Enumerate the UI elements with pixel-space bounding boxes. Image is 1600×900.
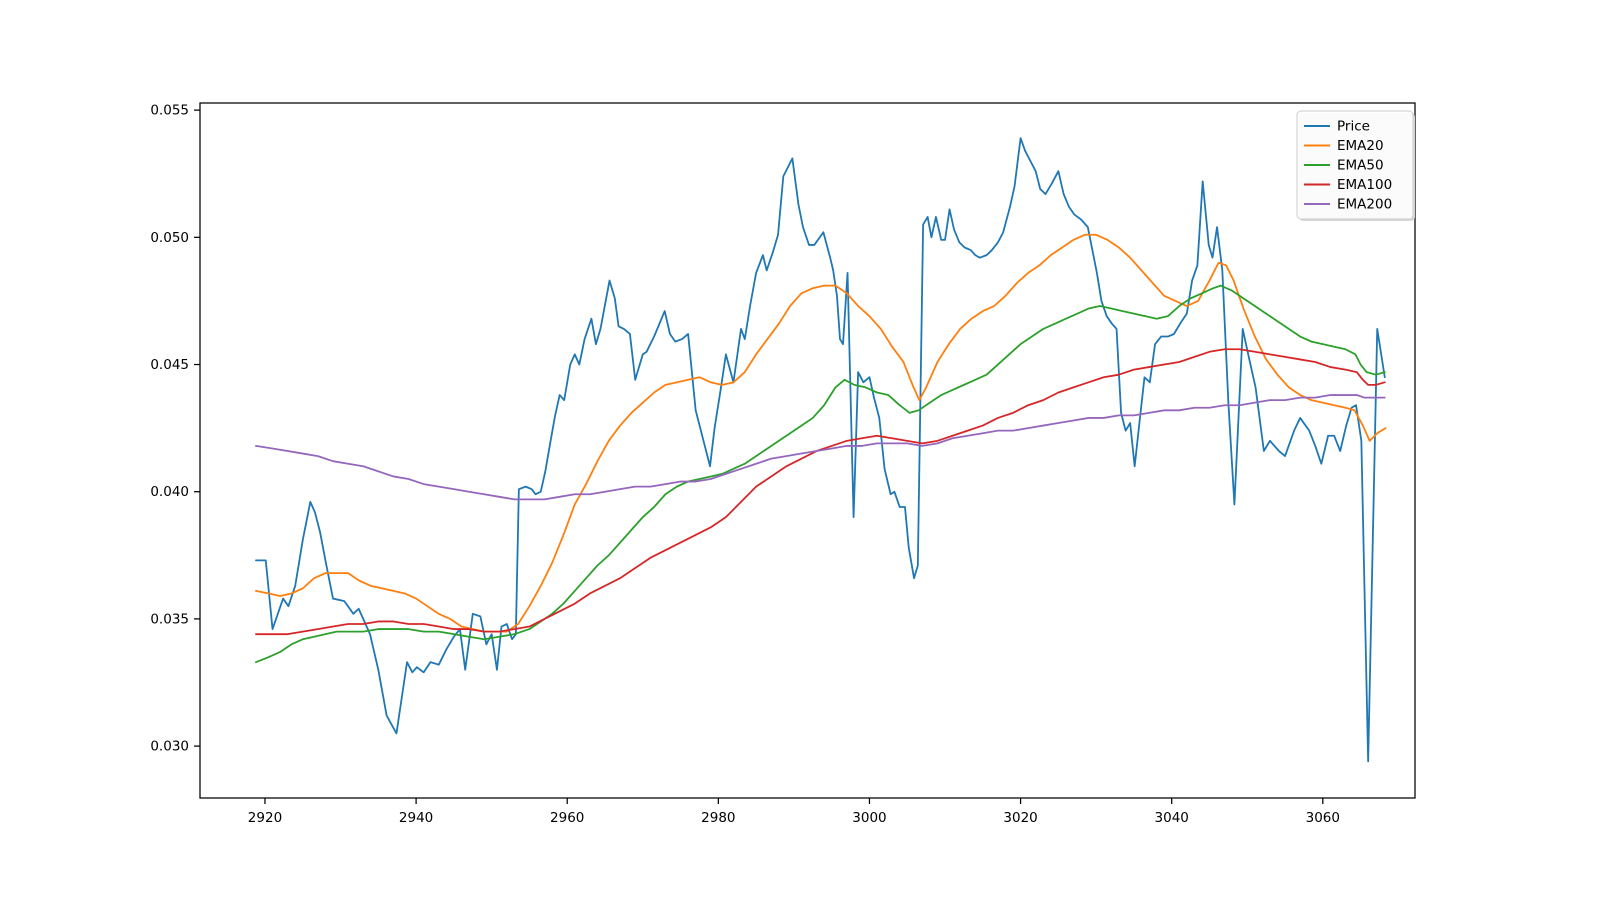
legend-label-ema200: EMA200 bbox=[1337, 197, 1392, 213]
ema20-line bbox=[255, 233, 1387, 633]
x-tick-label: 3060 bbox=[1306, 810, 1340, 826]
x-tick-label: 2960 bbox=[550, 810, 584, 826]
legend-box bbox=[1296, 110, 1414, 220]
ema100-line bbox=[255, 348, 1386, 636]
legend-label-price: Price bbox=[1337, 119, 1370, 135]
x-tick-label: 2940 bbox=[399, 810, 433, 826]
plot-area bbox=[199, 102, 1416, 799]
legend-label-ema50: EMA50 bbox=[1337, 158, 1384, 174]
legend-label-ema20: EMA20 bbox=[1337, 138, 1384, 154]
y-tick-label: 0.040 bbox=[150, 484, 189, 500]
legend-label-ema100: EMA100 bbox=[1337, 177, 1392, 193]
y-tick-label: 0.045 bbox=[150, 357, 189, 373]
x-tick-label: 2980 bbox=[701, 810, 735, 826]
x-tick-label: 3040 bbox=[1155, 810, 1189, 826]
x-tick-label: 3000 bbox=[852, 810, 886, 826]
ema200-line bbox=[255, 394, 1386, 501]
price-line bbox=[255, 137, 1386, 763]
y-tick-label: 0.055 bbox=[150, 103, 189, 119]
ema50-line bbox=[255, 284, 1386, 664]
x-tick-label: 3020 bbox=[1003, 810, 1037, 826]
y-tick-label: 0.035 bbox=[150, 611, 189, 627]
y-tick-label: 0.030 bbox=[150, 739, 189, 755]
x-tick-label: 2920 bbox=[248, 810, 282, 826]
y-tick-label: 0.050 bbox=[150, 230, 189, 246]
